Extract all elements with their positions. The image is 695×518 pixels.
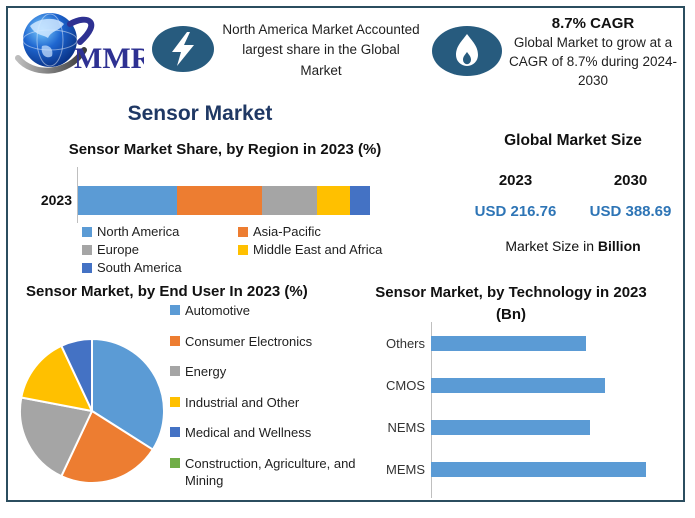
- legend-swatch-medical-and-wellness: [170, 427, 180, 438]
- end-user-pie: [19, 338, 165, 484]
- legend-swatch-asia-pacific: [238, 226, 248, 237]
- legend-item-europe: Europe: [82, 242, 234, 257]
- region-legend: North America Asia-Pacific Europe Middle Ea…: [82, 224, 454, 275]
- cagr-description: Global Market to grow at a CAGR of 8.7% …: [508, 35, 678, 88]
- legend-swatch-south-america: [82, 262, 92, 273]
- logo-blue-swoosh: [67, 16, 95, 45]
- cagr-title: 8.7% CAGR: [551, 15, 635, 32]
- legend-label: Medical and Wellness: [185, 425, 312, 441]
- logo-swoosh: [15, 47, 87, 74]
- tech-bar-row-others: Others: [362, 336, 662, 351]
- technology-chart-title: Sensor Market, by Technology in 2023 (Bn…: [375, 284, 647, 323]
- legend-label: South America: [97, 260, 182, 275]
- tech-bar-label-cmos: CMOS: [386, 378, 425, 393]
- globe-icon: [22, 13, 78, 67]
- tech-bar-label-others: Others: [385, 336, 425, 351]
- end-user-legend: Automotive Consumer Electronics Energy Indu…: [170, 302, 358, 490]
- cagr-block: 8.7% CAGR Global Market to grow at a CAG…: [503, 15, 683, 91]
- market-size-note-prefix: Market Size in: [505, 238, 598, 254]
- legend-label: Automotive: [185, 303, 251, 318]
- market-size-year-2023: 2023: [498, 172, 533, 189]
- legend-item-industrial-and-other: Industrial and Other: [170, 394, 358, 412]
- page-title: Sensor Market: [127, 102, 273, 125]
- market-size-panel: Global Market Size 2023 2030 USD 216.76 …: [458, 132, 688, 254]
- legend-item-consumer-electronics: Consumer Electronics: [170, 333, 358, 351]
- legend-swatch-automotive: [170, 305, 180, 315]
- bar-segment-middle-east-and-africa: [317, 186, 350, 215]
- legend-item-automotive: Automotive: [170, 302, 358, 320]
- end-user-chart-title: Sensor Market, by End User In 2023 (%): [26, 283, 308, 300]
- legend-label: North America: [97, 224, 180, 239]
- legend-swatch-europe: [82, 244, 92, 255]
- pie-slice-medical-and-wellness: [60, 338, 93, 412]
- legend-swatch-industrial-and-other: [170, 396, 180, 407]
- region-axis-category-label: 2023: [40, 192, 72, 208]
- bar-segment-south-america: [349, 186, 370, 215]
- region-chart-axis-line: [77, 167, 78, 223]
- mmr-logo: MMR: [15, 13, 144, 75]
- legend-item-asia-pacific: Asia-Pacific: [238, 224, 454, 239]
- tech-bar-row-cmos: CMOS: [362, 378, 662, 393]
- legend-label: Consumer Electronics: [185, 333, 313, 349]
- legend-item-medical-and-wellness: Medical and Wellness: [170, 424, 358, 442]
- tech-bar-mems: [431, 462, 646, 477]
- logo-text: MMR: [74, 42, 144, 75]
- legend-swatch-construction-agriculture-and-mining: [170, 457, 180, 468]
- tech-bar-row-mems: MEMS: [362, 462, 662, 477]
- tech-bar-label-nems: NEMS: [387, 420, 425, 435]
- legend-item-south-america: South America: [82, 260, 234, 275]
- legend-swatch-middle-east-and-africa: [238, 244, 248, 255]
- legend-item-energy: Energy: [170, 363, 358, 381]
- region-chart-title: Sensor Market Share, by Region in 2023 (…: [68, 141, 382, 158]
- legend-label: Energy: [185, 364, 227, 380]
- legend-label: Middle East and Africa: [253, 242, 383, 257]
- technology-chart-axis-line: [431, 322, 432, 498]
- market-size-values-row: USD 216.76 USD 388.69: [458, 203, 688, 220]
- market-size-year-2030: 2030: [613, 172, 648, 189]
- market-size-note-unit: Billion: [597, 238, 641, 254]
- legend-label: Industrial and Other: [185, 394, 300, 410]
- highlight-text: North America Market Accounted largest s…: [222, 22, 420, 78]
- legend-swatch-north-america: [82, 226, 92, 237]
- legend-label: Europe: [97, 242, 139, 257]
- lightning-bolt-icon: [152, 26, 214, 72]
- legend-label: Construction, Agriculture, and Mining: [185, 455, 356, 489]
- legend-swatch-energy: [170, 366, 180, 377]
- legend-item-construction-agriculture-and-mining: Construction, Agriculture, and Mining: [170, 455, 358, 490]
- market-size-heading: Global Market Size: [504, 132, 642, 149]
- tech-bar-label-mems: MEMS: [386, 462, 425, 477]
- market-size-value-2030: USD 388.69: [589, 203, 672, 220]
- bar-segment-north-america: [78, 186, 178, 215]
- bar-segment-europe: [261, 186, 318, 215]
- pie-slice-energy: [19, 396, 93, 478]
- technology-chart-rows: Others CMOS NEMS MEMS: [362, 336, 662, 477]
- tech-bar-nems: [431, 420, 591, 435]
- bar-segment-asia-pacific: [177, 186, 262, 215]
- flame-icon: [432, 26, 502, 76]
- tech-bar-cmos: [431, 378, 606, 393]
- region-stacked-bar: [78, 186, 370, 215]
- legend-item-middle-east-and-africa: Middle East and Africa: [238, 242, 454, 257]
- legend-item-north-america: North America: [82, 224, 234, 239]
- legend-swatch-consumer-electronics: [170, 335, 180, 346]
- tech-bar-others: [431, 336, 586, 351]
- tech-bar-row-nems: NEMS: [362, 420, 662, 435]
- market-size-value-2023: USD 216.76: [474, 203, 557, 220]
- pie-slice-industrial-and-other: [20, 344, 93, 412]
- market-size-note: Market Size in Billion: [458, 238, 688, 254]
- legend-label: Asia-Pacific: [253, 224, 321, 239]
